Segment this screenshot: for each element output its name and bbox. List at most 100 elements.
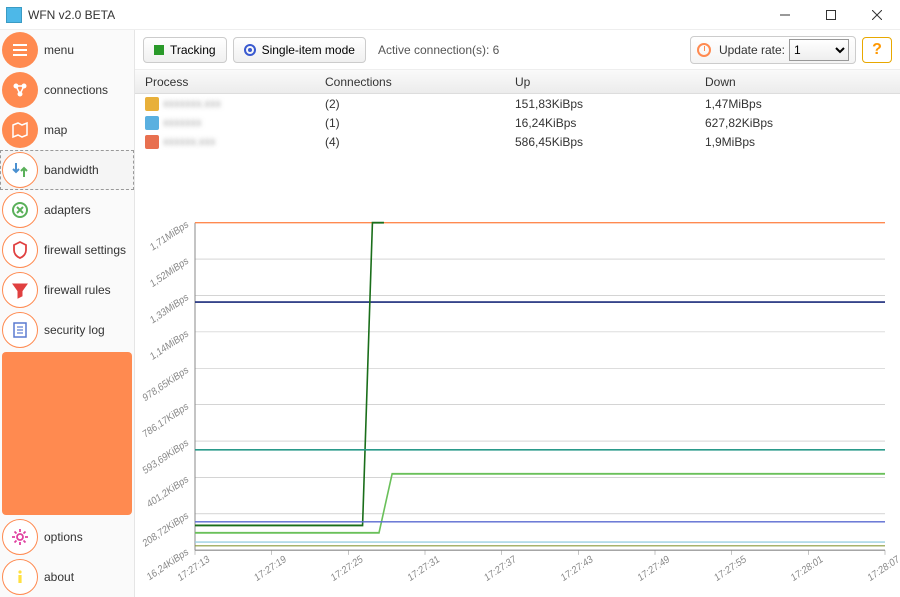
svg-text:17:27:37: 17:27:37: [483, 554, 518, 585]
process-name: xxxxxxx: [163, 117, 202, 129]
sidebar-item-label: options: [40, 530, 83, 544]
single-item-mode-button[interactable]: Single-item mode: [233, 37, 366, 63]
sidebar-item-label: bandwidth: [40, 163, 99, 177]
cell-down: 1,9MiBps: [705, 135, 900, 149]
process-icon: [145, 116, 159, 130]
svg-text:1,14MiBps: 1,14MiBps: [149, 328, 191, 363]
cell-connections: (4): [325, 135, 515, 149]
cell-connections: (2): [325, 97, 515, 111]
process-name: xxxxxx.xxx: [163, 136, 216, 148]
svg-text:978,65KiBps: 978,65KiBps: [141, 364, 190, 404]
process-icon: [145, 97, 159, 111]
toolbar: Tracking Single-item mode Active connect…: [135, 30, 900, 70]
cell-up: 16,24KiBps: [515, 116, 705, 130]
process-name: xxxxxxx.xxx: [163, 98, 221, 110]
adapters-icon: [2, 192, 38, 228]
window-controls: [762, 0, 900, 30]
col-header-connections[interactable]: Connections: [325, 75, 515, 89]
sidebar-item-firewall-rules[interactable]: firewall rules: [0, 270, 134, 310]
close-button[interactable]: [854, 0, 900, 30]
cell-up: 151,83KiBps: [515, 97, 705, 111]
svg-text:1,52MiBps: 1,52MiBps: [149, 255, 191, 290]
svg-text:1,71MiBps: 1,71MiBps: [149, 219, 191, 254]
svg-text:401,2KiBps: 401,2KiBps: [146, 473, 191, 510]
svg-text:17:28:07: 17:28:07: [866, 554, 900, 585]
tracking-indicator-icon: [154, 45, 164, 55]
window-title: WFN v2.0 BETA: [28, 8, 762, 22]
help-icon: ?: [872, 41, 882, 59]
timer-icon: [697, 43, 711, 57]
table-row[interactable]: xxxxxxx.xxx (2)151,83KiBps1,47MiBps: [135, 94, 900, 113]
svg-text:17:27:25: 17:27:25: [330, 553, 366, 584]
funnel-icon: [2, 272, 38, 308]
minimize-button[interactable]: [762, 0, 808, 30]
sidebar-item-label: map: [40, 123, 67, 137]
maximize-icon: [826, 10, 836, 20]
help-button[interactable]: ?: [862, 37, 892, 63]
cell-down: 1,47MiBps: [705, 97, 900, 111]
bandwidth-chart: 1,71MiBps1,52MiBps1,33MiBps1,14MiBps978,…: [135, 211, 900, 597]
svg-text:17:27:55: 17:27:55: [713, 553, 749, 584]
cell-connections: (1): [325, 116, 515, 130]
sidebar-item-label: about: [40, 570, 74, 584]
svg-text:1,33MiBps: 1,33MiBps: [149, 291, 191, 326]
svg-text:593,69KiBps: 593,69KiBps: [141, 437, 190, 477]
sidebar-item-label: firewall settings: [40, 243, 126, 257]
sidebar: menu connections map bandwidth adapters firew…: [0, 30, 135, 597]
table-row[interactable]: xxxxxx.xxx (4)586,45KiBps1,9MiBps: [135, 132, 900, 151]
sidebar-item-connections[interactable]: connections: [0, 70, 134, 110]
log-icon: [2, 312, 38, 348]
sidebar-spacer: [2, 352, 132, 515]
sidebar-item-label: connections: [40, 83, 108, 97]
shield-icon: [2, 232, 38, 268]
process-icon: [145, 135, 159, 149]
sidebar-item-label: adapters: [40, 203, 91, 217]
table-row[interactable]: xxxxxxx (1)16,24KiBps627,82KiBps: [135, 113, 900, 132]
sidebar-item-label: security log: [40, 323, 105, 337]
tracking-label: Tracking: [170, 43, 216, 57]
col-header-process[interactable]: Process: [135, 75, 325, 89]
cell-up: 586,45KiBps: [515, 135, 705, 149]
gear-icon: [2, 519, 38, 555]
info-icon: [2, 559, 38, 595]
tracking-button[interactable]: Tracking: [143, 37, 227, 63]
close-icon: [872, 10, 882, 20]
app-icon: [6, 7, 22, 23]
sidebar-item-menu[interactable]: menu: [0, 30, 134, 70]
sidebar-item-options[interactable]: options: [0, 517, 134, 557]
update-rate-control: Update rate: 1: [690, 36, 856, 64]
svg-text:17:27:43: 17:27:43: [560, 553, 596, 584]
svg-text:208,72KiBps: 208,72KiBps: [141, 510, 190, 550]
update-rate-select[interactable]: 1: [789, 39, 849, 61]
titlebar: WFN v2.0 BETA: [0, 0, 900, 30]
map-icon: [2, 112, 38, 148]
active-connections-status: Active connection(s): 6: [372, 43, 505, 57]
svg-text:786,17KiBps: 786,17KiBps: [141, 401, 190, 441]
svg-text:17:27:19: 17:27:19: [253, 554, 288, 585]
main-panel: Tracking Single-item mode Active connect…: [135, 30, 900, 597]
sidebar-item-about[interactable]: about: [0, 557, 134, 597]
sidebar-item-label: menu: [40, 43, 74, 57]
col-header-up[interactable]: Up: [515, 75, 705, 89]
sidebar-item-firewall-settings[interactable]: firewall settings: [0, 230, 134, 270]
single-item-label: Single-item mode: [262, 43, 355, 57]
maximize-button[interactable]: [808, 0, 854, 30]
sidebar-item-bandwidth[interactable]: bandwidth: [0, 150, 134, 190]
sidebar-item-adapters[interactable]: adapters: [0, 190, 134, 230]
process-table: Process Connections Up Down xxxxxxx.xxx (…: [135, 70, 900, 151]
cell-down: 627,82KiBps: [705, 116, 900, 130]
svg-text:17:28:01: 17:28:01: [790, 554, 825, 585]
target-icon: [244, 44, 256, 56]
minimize-icon: [780, 10, 790, 20]
col-header-down[interactable]: Down: [705, 75, 900, 89]
svg-text:17:27:31: 17:27:31: [406, 554, 441, 585]
table-header: Process Connections Up Down: [135, 70, 900, 94]
sidebar-item-label: firewall rules: [40, 283, 111, 297]
connections-icon: [2, 72, 38, 108]
sidebar-item-security-log[interactable]: security log: [0, 310, 134, 350]
sidebar-item-map[interactable]: map: [0, 110, 134, 150]
bandwidth-icon: [2, 152, 38, 188]
update-rate-label: Update rate:: [719, 43, 785, 57]
menu-icon: [2, 32, 38, 68]
svg-text:17:27:49: 17:27:49: [636, 554, 671, 585]
